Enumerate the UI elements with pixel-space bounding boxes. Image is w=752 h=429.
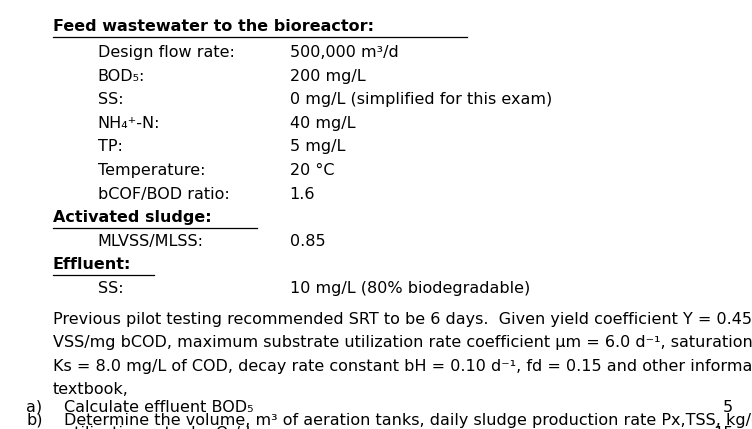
Text: bCOF/BOD ratio:: bCOF/BOD ratio:	[98, 187, 229, 202]
Text: BOD₅:: BOD₅:	[98, 69, 145, 84]
Text: TP:: TP:	[98, 139, 123, 154]
Text: b): b)	[26, 413, 43, 428]
Text: 200 mg/L: 200 mg/L	[290, 69, 365, 84]
Text: 10 mg/L (80% biodegradable): 10 mg/L (80% biodegradable)	[290, 281, 529, 296]
Text: Determine the volume, m³ of aeration tanks, daily sludge production rate Px,TSS,: Determine the volume, m³ of aeration tan…	[64, 413, 752, 428]
Text: 15: 15	[713, 426, 733, 429]
Text: textbook,: textbook,	[53, 382, 129, 397]
Text: Calculate effluent BOD₅: Calculate effluent BOD₅	[64, 400, 253, 415]
Text: MLVSS/MLSS:: MLVSS/MLSS:	[98, 234, 204, 249]
Text: VSS/mg bCOD, maximum substrate utilization rate coefficient μm = 6.0 d⁻¹, satura: VSS/mg bCOD, maximum substrate utilizati…	[53, 335, 752, 350]
Text: 1.6: 1.6	[290, 187, 315, 202]
Text: Temperature:: Temperature:	[98, 163, 205, 178]
Text: 0 mg/L (simplified for this exam): 0 mg/L (simplified for this exam)	[290, 92, 552, 107]
Text: Effluent:: Effluent:	[53, 257, 131, 272]
Text: Ks = 8.0 mg/L of COD, decay rate constant bH = 0.10 d⁻¹, fd = 0.15 and other inf: Ks = 8.0 mg/L of COD, decay rate constan…	[53, 359, 752, 374]
Text: Previous pilot testing recommended SRT to be 6 days.  Given yield coefficient Y : Previous pilot testing recommended SRT t…	[53, 312, 752, 327]
Text: 40 mg/L: 40 mg/L	[290, 116, 355, 131]
Text: NH₄⁺-N:: NH₄⁺-N:	[98, 116, 160, 131]
Text: 5: 5	[723, 400, 733, 415]
Text: Design flow rate:: Design flow rate:	[98, 45, 235, 60]
Text: 20 °C: 20 °C	[290, 163, 334, 178]
Text: utilization rate, kg O₂/d.: utilization rate, kg O₂/d.	[64, 426, 255, 429]
Text: Feed wastewater to the bioreactor:: Feed wastewater to the bioreactor:	[53, 19, 374, 34]
Text: SS:: SS:	[98, 281, 123, 296]
Text: 0.85: 0.85	[290, 234, 325, 249]
Text: 500,000 m³/d: 500,000 m³/d	[290, 45, 399, 60]
Text: a): a)	[26, 400, 42, 415]
Text: 5 mg/L: 5 mg/L	[290, 139, 345, 154]
Text: SS:: SS:	[98, 92, 123, 107]
Text: Activated sludge:: Activated sludge:	[53, 210, 211, 225]
